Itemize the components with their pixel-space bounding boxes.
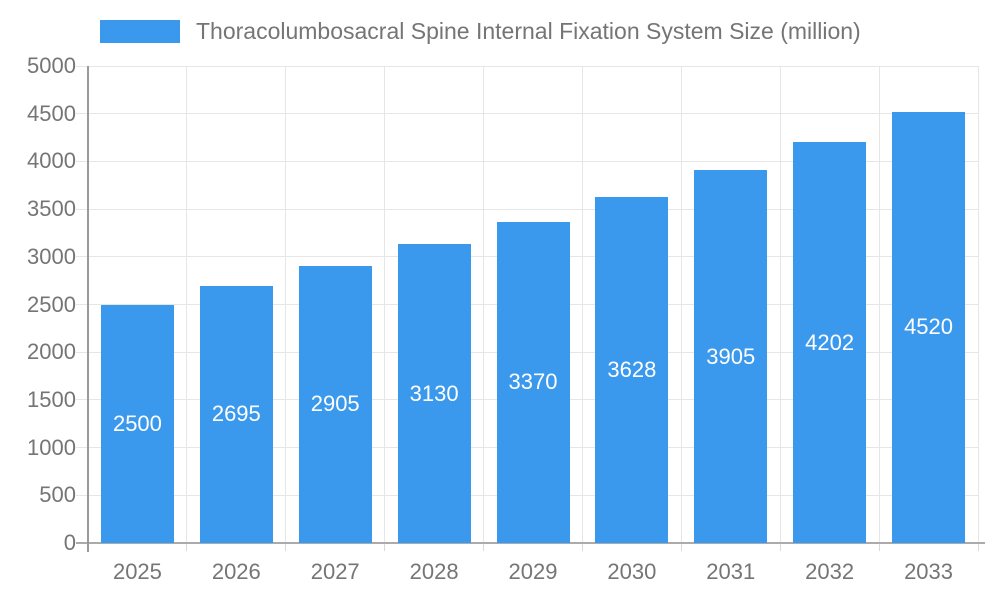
x-axis-tick-label: 2027 — [310, 559, 360, 584]
x-axis-tick-label: 2030 — [607, 559, 657, 584]
y-axis-tick-label: 3500 — [27, 196, 76, 222]
bar-value-label: 2500 — [112, 410, 162, 436]
y-axis-tick — [76, 160, 88, 162]
x-axis-tick-label: 2029 — [508, 559, 558, 584]
bar — [892, 111, 966, 543]
x-axis-tick — [977, 543, 979, 551]
x-axis-tick — [483, 543, 485, 551]
legend-label: Thoracolumbosacral Spine Internal Fixati… — [196, 17, 861, 44]
legend-item[interactable]: Thoracolumbosacral Spine Internal Fixati… — [100, 17, 861, 45]
y-axis-tick-label: 0 — [63, 530, 76, 555]
x-axis-tick-label: 2031 — [706, 559, 756, 584]
h-gridline — [88, 65, 978, 67]
v-gridline — [779, 66, 781, 543]
y-axis-tick — [76, 208, 88, 210]
x-axis-tick-label: 2028 — [409, 559, 459, 584]
y-axis-tick-label: 500 — [39, 482, 76, 508]
y-axis-tick-label: 2000 — [27, 339, 76, 365]
v-gridline — [483, 66, 485, 543]
bar — [793, 142, 867, 543]
h-gridline — [88, 160, 978, 162]
legend-swatch — [100, 19, 180, 43]
h-gridline — [88, 113, 978, 115]
v-gridline — [285, 66, 287, 543]
y-axis-tick-label: 5000 — [27, 53, 76, 78]
bar — [595, 196, 669, 543]
y-axis-tick — [76, 256, 88, 258]
y-axis-line — [87, 66, 89, 552]
x-axis-tick-label: 2025 — [112, 559, 162, 584]
x-axis-tick — [285, 543, 287, 551]
bar — [496, 221, 570, 543]
x-axis-tick — [680, 543, 682, 551]
x-axis-tick-label: 2032 — [805, 559, 855, 584]
v-gridline — [384, 66, 386, 543]
v-gridline — [680, 66, 682, 543]
v-gridline — [977, 66, 979, 543]
x-axis-tick — [186, 543, 188, 551]
y-axis-tick — [76, 351, 88, 353]
x-axis-tick — [384, 543, 386, 551]
y-axis-tick — [76, 399, 88, 401]
x-axis-tick — [779, 543, 781, 551]
y-axis-tick — [76, 447, 88, 449]
v-gridline — [878, 66, 880, 543]
x-axis-tick-label: 2026 — [211, 559, 261, 584]
bar-value-label: 3130 — [409, 380, 459, 406]
bar-value-label: 3905 — [706, 343, 756, 369]
y-axis-tick-label: 3000 — [27, 243, 76, 269]
bar-value-label: 3370 — [508, 369, 558, 395]
y-axis-tick-label: 1000 — [27, 434, 76, 460]
y-axis-tick-label: 2500 — [27, 291, 76, 317]
x-axis-line — [76, 542, 985, 544]
v-gridline — [186, 66, 188, 543]
y-axis-tick-label: 4500 — [27, 100, 76, 126]
v-gridline — [581, 66, 583, 543]
y-axis-tick-label: 1500 — [27, 386, 76, 412]
bar — [100, 304, 174, 543]
bar-value-label: 3628 — [607, 356, 657, 382]
y-axis-tick — [76, 304, 88, 305]
y-axis-tick — [76, 494, 88, 496]
bar — [397, 244, 471, 543]
y-axis-tick-label: 4000 — [27, 148, 76, 174]
bar — [694, 170, 768, 543]
y-axis-tick — [76, 113, 88, 115]
bar-value-label: 4202 — [805, 329, 855, 355]
bar — [298, 265, 372, 543]
h-gridline — [88, 208, 978, 210]
x-axis-tick — [581, 543, 583, 551]
x-axis-tick-label: 2033 — [904, 559, 954, 584]
bar-value-label: 2695 — [211, 401, 261, 427]
bar — [199, 285, 273, 543]
bar-value-label: 4520 — [904, 314, 954, 340]
bar-value-label: 2905 — [310, 391, 360, 417]
x-axis-tick — [878, 543, 880, 551]
y-axis-tick — [76, 65, 88, 67]
